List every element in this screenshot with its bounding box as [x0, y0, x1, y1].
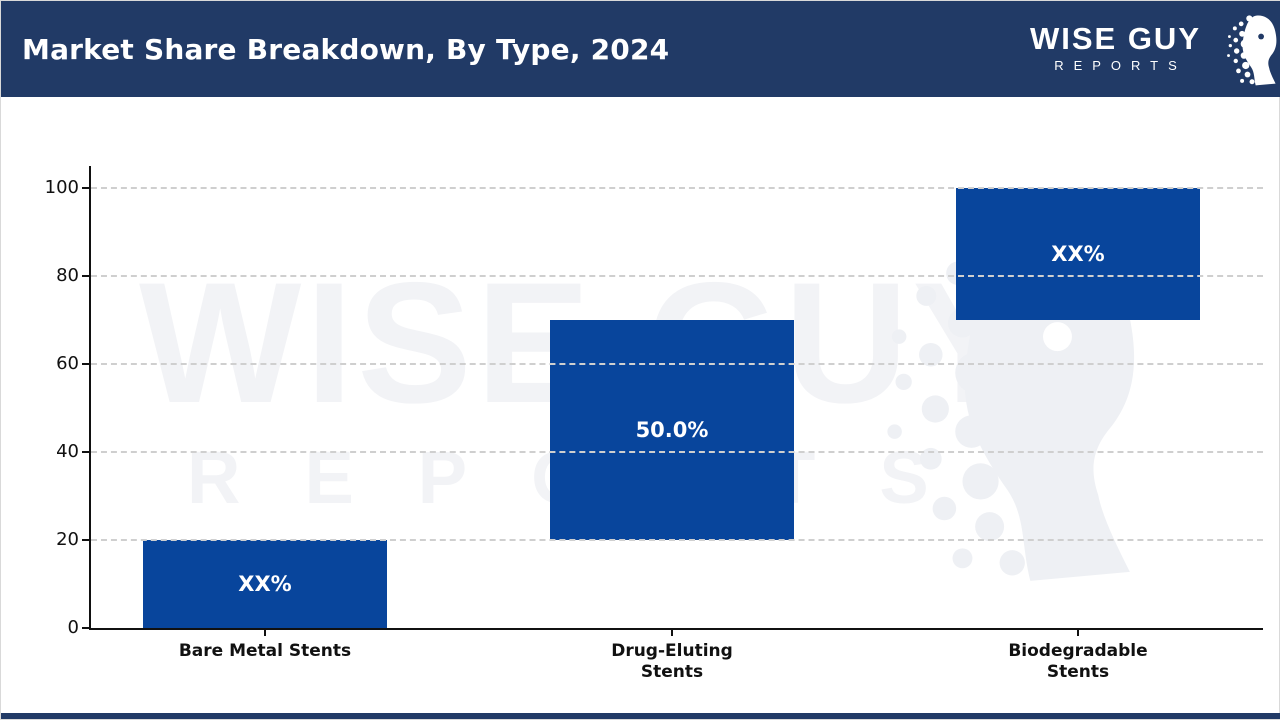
y-axis-tick-mark	[82, 187, 89, 189]
y-axis-tick-label: 80	[56, 265, 79, 286]
y-axis-line	[89, 166, 91, 630]
x-axis-category-label: Bare Metal Stents	[105, 641, 425, 662]
x-axis-category-label-line: Bare Metal Stents	[178, 641, 352, 661]
x-axis-category-label: Biodegradable Stents	[918, 641, 1238, 683]
y-axis-tick-label: 40	[56, 441, 79, 462]
x-axis-tick-mark	[671, 630, 673, 636]
x-axis-category-label-line: Biodegradable	[1008, 641, 1148, 661]
gridline	[91, 275, 1263, 277]
chart-title: Market Share Breakdown, By Type, 2024	[22, 32, 670, 66]
bar	[143, 540, 387, 628]
y-axis-tick-mark	[82, 627, 89, 629]
gridline	[91, 451, 1263, 453]
x-axis-category-label-line: Stents	[1046, 662, 1110, 682]
logo-text: WISE GUY REPORTS	[1030, 23, 1201, 75]
gridline	[91, 187, 1263, 189]
x-axis-line	[89, 628, 1263, 630]
bar-value-label: XX%	[1051, 242, 1105, 266]
x-axis-category-label: Drug-Eluting Stents	[512, 641, 832, 683]
x-axis-category-label-line: Drug-Eluting	[611, 641, 733, 661]
y-axis-tick-mark	[82, 363, 89, 365]
y-axis-tick-mark	[82, 275, 89, 277]
x-axis-category-label-line: Stents	[640, 662, 704, 682]
bar-value-label: XX%	[238, 572, 292, 596]
y-axis-tick-label: 60	[56, 353, 79, 374]
y-axis-tick-mark	[82, 539, 89, 541]
y-axis-tick-label: 20	[56, 529, 79, 550]
gridline	[91, 539, 1263, 541]
logo-wordmark: WISE GUY	[1029, 21, 1201, 56]
y-axis-tick-label: 0	[67, 617, 79, 638]
bar	[550, 320, 794, 540]
footer-bar	[1, 713, 1280, 719]
y-axis-tick-label: 100	[44, 177, 79, 198]
header-bar: Market Share Breakdown, By Type, 2024 WI…	[1, 1, 1280, 97]
bar-value-label: 50.0%	[635, 418, 709, 442]
x-axis-tick-mark	[264, 630, 266, 636]
x-axis-tick-mark	[1077, 630, 1079, 636]
wiseguy-logo: WISE GUY REPORTS	[1030, 1, 1280, 97]
logo-dotted-face-icon	[1227, 15, 1277, 86]
logo-subtext: REPORTS	[1054, 58, 1187, 73]
y-axis-tick-mark	[82, 451, 89, 453]
gridline	[91, 363, 1263, 365]
